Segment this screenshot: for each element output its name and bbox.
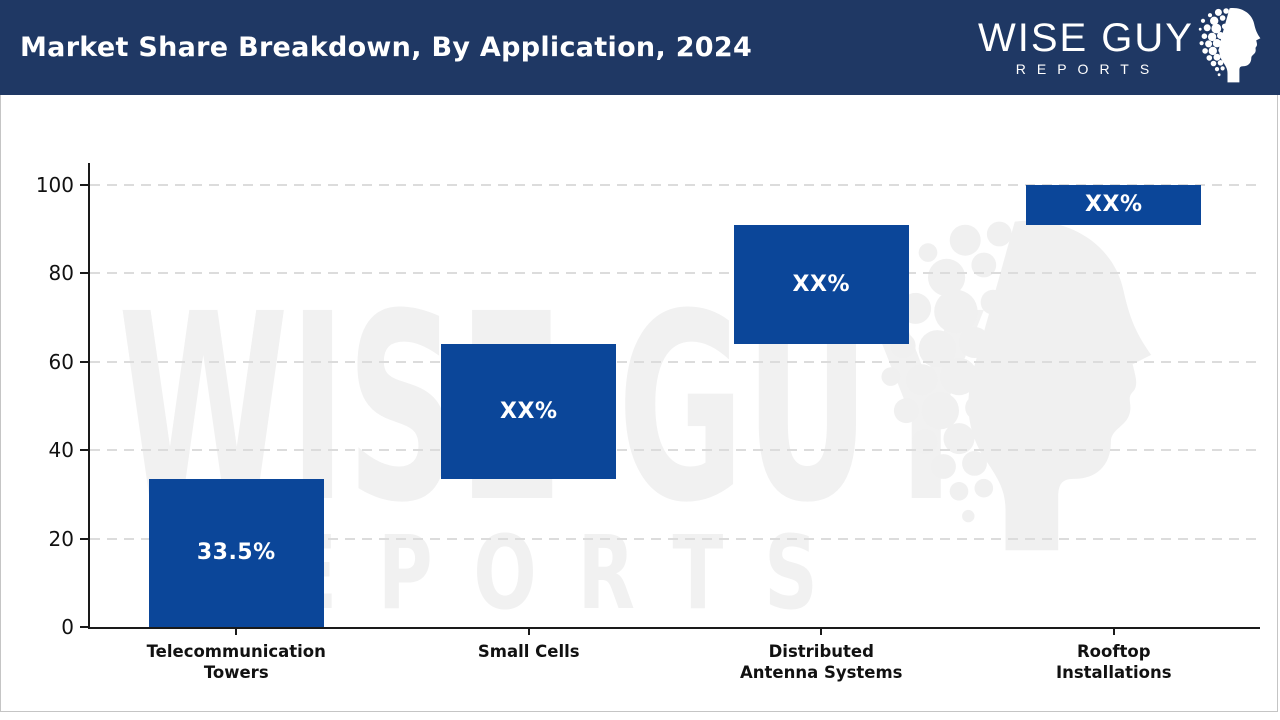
- x-tick-small-cells: [527, 629, 530, 635]
- gridline-100: [90, 184, 1260, 187]
- y-tick-label-100: 100: [35, 173, 74, 198]
- bar-rooftop-installations: XX%: [1026, 185, 1202, 225]
- gridline-20: [90, 537, 1260, 540]
- y-tick-0: [80, 626, 88, 628]
- gridline-60: [90, 360, 1260, 363]
- x-tick-rooftop-installations: [1112, 629, 1115, 635]
- y-tick-label-40: 40: [48, 438, 74, 463]
- x-tick-telecommunication-towers: [235, 629, 238, 635]
- y-tick-80: [80, 272, 88, 275]
- category-label-small-cells: Small Cells: [477, 642, 580, 661]
- bar-distributed-antenna-systems: XX%: [733, 224, 909, 345]
- bar-value-label: XX%: [500, 399, 558, 425]
- plot-area: 0 20 40 60 80 100 33.5% Telecommunication Towers…: [36, 163, 1260, 682]
- category-label-distributed-antenna-systems: Distributed Antenna Systems: [739, 642, 903, 682]
- bar-small-cells: XX%: [441, 344, 617, 479]
- y-tick-label-0: 0: [61, 615, 74, 639]
- bar-telecommunication-towers: 33.5%: [148, 478, 324, 627]
- y-tick-40: [80, 449, 88, 452]
- x-tick-distributed-antenna-systems: [820, 629, 823, 635]
- category-label-telecommunication-towers: Telecommunication Towers: [146, 642, 326, 682]
- logo-line2: REPORTS: [1015, 61, 1161, 77]
- gridline-80: [90, 272, 1260, 275]
- header: Market Share Breakdown, By Application, …: [0, 0, 1280, 95]
- logo-line1: WISE GUY: [977, 16, 1194, 60]
- y-tick-label-20: 20: [48, 526, 74, 551]
- category-label-rooftop-installations: Rooftop Installations: [1055, 642, 1172, 682]
- chart-title: Market Share Breakdown, By Application, …: [20, 32, 753, 63]
- y-tick-label-80: 80: [48, 261, 74, 286]
- wiseguy-logo: WISE GUY REPORTS: [978, 6, 1266, 90]
- bar-value-label: XX%: [792, 272, 850, 298]
- bar-value-label: XX%: [1085, 192, 1143, 218]
- wiseguy-head-icon: [1196, 6, 1266, 90]
- wiseguy-wordmark: WISE GUY REPORTS: [978, 18, 1194, 77]
- y-tick-label-60: 60: [48, 349, 74, 374]
- bar-value-label: 33.5%: [196, 540, 276, 566]
- gridline-40: [90, 449, 1260, 452]
- y-tick-60: [80, 360, 88, 363]
- y-tick-20: [80, 537, 88, 540]
- y-tick-100: [80, 184, 88, 187]
